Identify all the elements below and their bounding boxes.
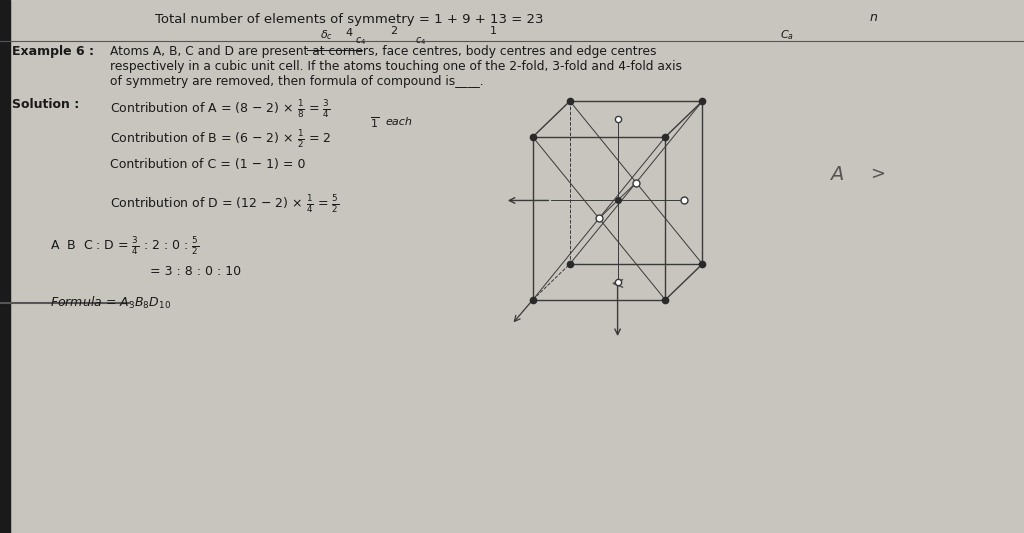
Text: Contribution of A = (8 $-$ 2) $\times$ $\frac{1}{8}$ = $\frac{3}{4}$: Contribution of A = (8 $-$ 2) $\times$ $… xyxy=(110,98,330,120)
Text: $c_4$: $c_4$ xyxy=(415,35,426,47)
Text: each: each xyxy=(385,117,412,127)
Text: n: n xyxy=(870,11,878,24)
Text: Solution :: Solution : xyxy=(12,98,79,111)
Text: of symmetry are removed, then formula of compound is____.: of symmetry are removed, then formula of… xyxy=(110,75,483,88)
Text: = 3 : 8 : 0 : 10: = 3 : 8 : 0 : 10 xyxy=(150,265,241,278)
Text: 1: 1 xyxy=(490,26,497,36)
Text: Contribution of D = (12 $-$ 2) $\times$ $\frac{1}{4}$ = $\frac{5}{2}$: Contribution of D = (12 $-$ 2) $\times$ … xyxy=(110,193,339,215)
Text: Total number of elements of symmetry = 1 + 9 + 13 = 23: Total number of elements of symmetry = 1… xyxy=(155,13,544,26)
Text: A: A xyxy=(830,165,844,184)
Text: Formula = A$_3$B$_8$D$_{10}$: Formula = A$_3$B$_8$D$_{10}$ xyxy=(50,295,171,311)
Text: A  B  C : D = $\frac{3}{4}$ : 2 : 0 : $\frac{5}{2}$: A B C : D = $\frac{3}{4}$ : 2 : 0 : $\fr… xyxy=(50,235,199,257)
Text: Contribution of B = (6 $-$ 2) $\times$ $\frac{1}{2}$ = 2: Contribution of B = (6 $-$ 2) $\times$ $… xyxy=(110,128,332,150)
Text: $\overline{1}$: $\overline{1}$ xyxy=(370,115,379,130)
Text: Example 6 :: Example 6 : xyxy=(12,45,94,58)
Text: $C_a$: $C_a$ xyxy=(780,28,794,42)
Text: Atoms A, B, C and D are present at corners, face centres, body centres and edge : Atoms A, B, C and D are present at corne… xyxy=(110,45,656,58)
Text: >: > xyxy=(870,165,885,183)
Text: 4: 4 xyxy=(345,28,352,38)
Text: Contribution of C = (1 − 1) = 0: Contribution of C = (1 − 1) = 0 xyxy=(110,158,305,171)
Text: respectively in a cubic unit cell. If the atoms touching one of the 2-fold, 3-fo: respectively in a cubic unit cell. If th… xyxy=(110,60,682,73)
Text: $c_4$: $c_4$ xyxy=(355,35,367,47)
Text: $\delta_c$: $\delta_c$ xyxy=(319,28,333,42)
Text: 2: 2 xyxy=(390,26,397,36)
Text: <: < xyxy=(610,275,624,293)
Bar xyxy=(0,0,10,533)
